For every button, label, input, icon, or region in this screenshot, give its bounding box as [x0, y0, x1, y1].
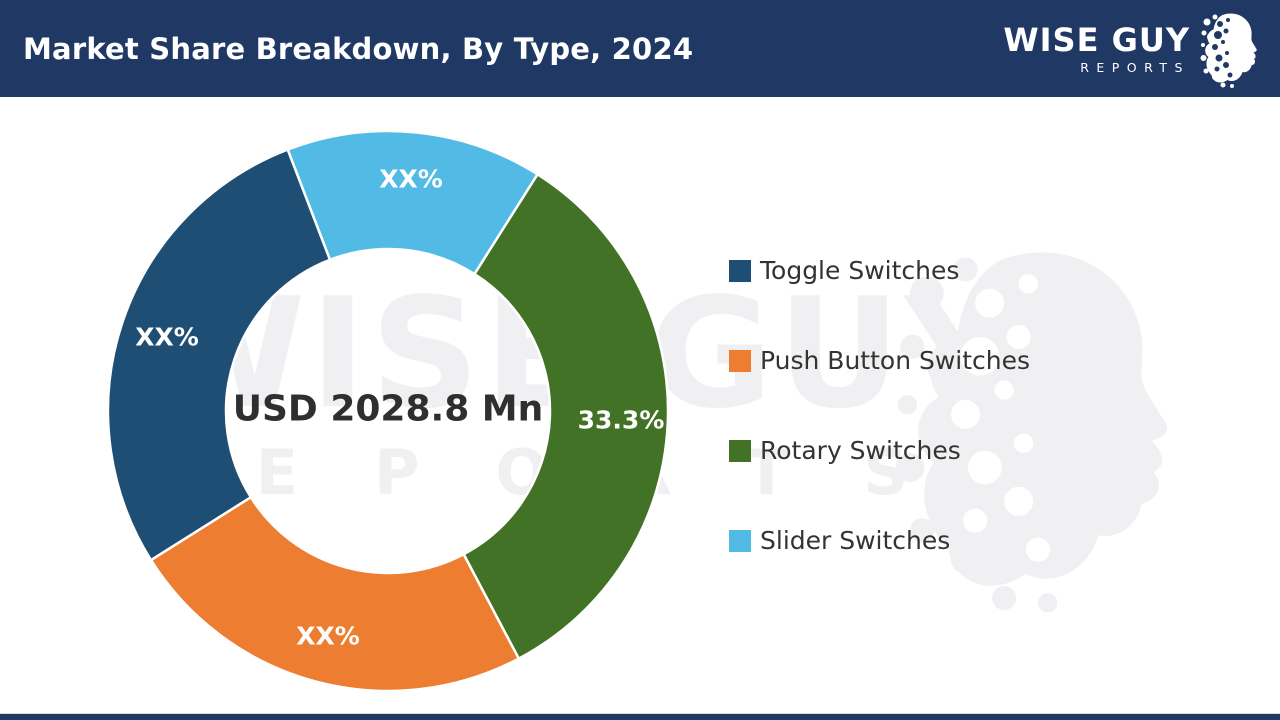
legend-label: Toggle Switches — [760, 256, 960, 285]
legend-swatch-slider-switches — [729, 530, 751, 552]
slice-rotary-switches[interactable] — [462, 173, 670, 660]
logo-face-icon — [1200, 13, 1257, 88]
wise-guy-logo: WISE GUY REPORTS — [1003, 6, 1266, 92]
legend-swatch-toggle-switches — [729, 260, 751, 282]
header-bar: Market Share Breakdown, By Type, 2024 WI… — [0, 0, 1280, 97]
logo-text: WISE GUY REPORTS — [1003, 24, 1190, 75]
logo-wordmark: WISE GUY — [1003, 20, 1190, 59]
legend-item-push-button-switches[interactable]: Push Button Switches — [729, 347, 1030, 375]
legend-label: Rotary Switches — [760, 436, 961, 465]
legend-swatch-rotary-switches — [729, 440, 751, 462]
chart-center-value: USD 2028.8 Mn — [232, 388, 544, 430]
page-title: Market Share Breakdown, By Type, 2024 — [23, 31, 694, 66]
logo-subtitle: REPORTS — [1080, 59, 1190, 75]
chart-legend: Toggle Switches Push Button Switches Rotar… — [729, 257, 1030, 555]
legend-item-slider-switches[interactable]: Slider Switches — [729, 527, 1030, 555]
slice-push-button-switches[interactable] — [149, 495, 521, 693]
legend-item-rotary-switches[interactable]: Rotary Switches — [729, 437, 1030, 465]
legend-swatch-push-button-switches — [729, 350, 751, 372]
slice-toggle-switches[interactable] — [106, 148, 332, 562]
legend-label: Slider Switches — [760, 526, 951, 555]
legend-item-toggle-switches[interactable]: Toggle Switches — [729, 257, 1030, 285]
footer-bar — [0, 713, 1280, 720]
legend-label: Push Button Switches — [760, 346, 1031, 375]
